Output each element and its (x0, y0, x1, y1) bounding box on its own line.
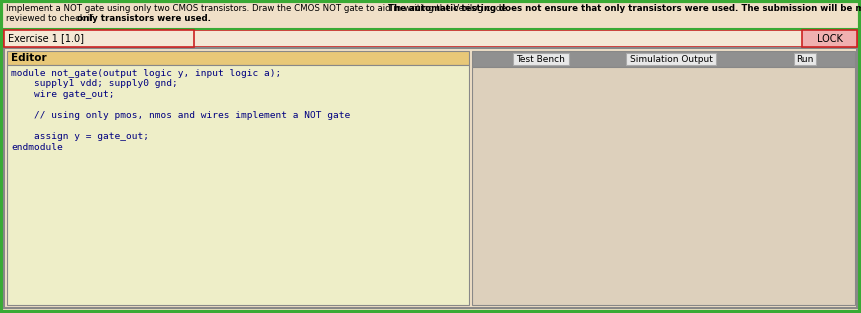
FancyBboxPatch shape (4, 30, 194, 47)
FancyBboxPatch shape (472, 67, 855, 305)
FancyBboxPatch shape (4, 48, 857, 308)
FancyBboxPatch shape (802, 30, 857, 47)
Text: Exercise 1 [1.0]: Exercise 1 [1.0] (8, 33, 84, 44)
Text: LOCK: LOCK (816, 33, 842, 44)
Text: // using only pmos, nmos and wires implement a NOT gate: // using only pmos, nmos and wires imple… (11, 111, 350, 120)
Text: supply1 vdd; supply0 gnd;: supply1 vdd; supply0 gnd; (11, 80, 177, 89)
Text: assign y = gate_out;: assign y = gate_out; (11, 132, 149, 141)
Text: The automatic testing does not ensure that only transistors were used. The submi: The automatic testing does not ensure th… (388, 4, 861, 13)
FancyBboxPatch shape (513, 53, 569, 65)
FancyBboxPatch shape (4, 30, 857, 47)
Text: reviewed to check if: reviewed to check if (6, 14, 96, 23)
Text: Implement a NOT gate using only two CMOS transistors. Draw the CMOS NOT gate to : Implement a NOT gate using only two CMOS… (6, 4, 512, 13)
Text: module not_gate(output logic y, input logic a);: module not_gate(output logic y, input lo… (11, 69, 282, 78)
FancyBboxPatch shape (626, 53, 716, 65)
FancyBboxPatch shape (7, 65, 469, 305)
Text: wire gate_out;: wire gate_out; (11, 90, 115, 99)
Text: Test Bench: Test Bench (517, 54, 566, 64)
Text: only transistors were used.: only transistors were used. (77, 14, 211, 23)
Text: endmodule: endmodule (11, 142, 63, 151)
Text: Run: Run (796, 54, 814, 64)
FancyBboxPatch shape (7, 51, 469, 65)
FancyBboxPatch shape (472, 51, 855, 67)
Text: Editor: Editor (11, 53, 46, 63)
FancyBboxPatch shape (794, 53, 816, 65)
Text: Simulation Output: Simulation Output (629, 54, 713, 64)
